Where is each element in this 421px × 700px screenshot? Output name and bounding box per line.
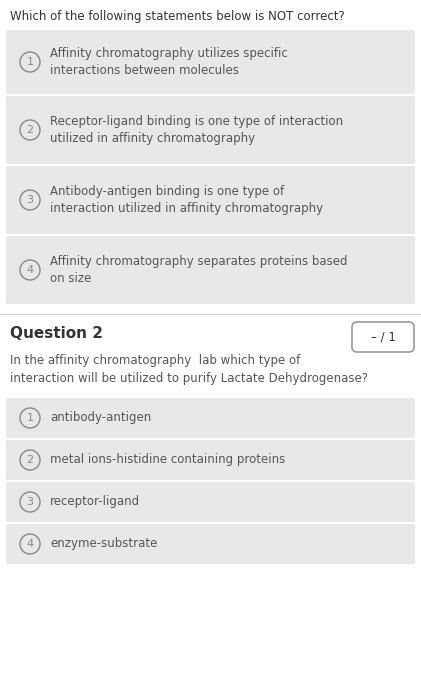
Text: Antibody-antigen binding is one type of
interaction utilized in affinity chromat: Antibody-antigen binding is one type of … — [50, 185, 323, 216]
Text: 4: 4 — [27, 539, 34, 549]
Text: antibody-antigen: antibody-antigen — [50, 412, 151, 424]
Text: enzyme-substrate: enzyme-substrate — [50, 538, 157, 550]
Text: Receptor-ligand binding is one type of interaction
utilized in affinity chromato: Receptor-ligand binding is one type of i… — [50, 115, 343, 146]
Text: Affinity chromatography separates proteins based
on size: Affinity chromatography separates protei… — [50, 255, 347, 286]
Text: In the affinity chromatography  lab which type of
interaction will be utilized t: In the affinity chromatography lab which… — [10, 354, 368, 385]
Text: Question 2: Question 2 — [10, 326, 103, 341]
Text: receptor-ligand: receptor-ligand — [50, 496, 140, 508]
Text: 3: 3 — [27, 195, 34, 205]
FancyBboxPatch shape — [6, 236, 415, 304]
FancyBboxPatch shape — [6, 398, 415, 438]
Text: 1: 1 — [27, 57, 34, 67]
Text: Which of the following statements below is NOT correct?: Which of the following statements below … — [10, 10, 345, 23]
FancyBboxPatch shape — [6, 30, 415, 94]
Text: 2: 2 — [27, 455, 34, 465]
Text: 4: 4 — [27, 265, 34, 275]
Text: metal ions-histidine containing proteins: metal ions-histidine containing proteins — [50, 454, 285, 466]
FancyBboxPatch shape — [352, 322, 414, 352]
FancyBboxPatch shape — [6, 482, 415, 522]
Text: 2: 2 — [27, 125, 34, 135]
FancyBboxPatch shape — [6, 440, 415, 480]
FancyBboxPatch shape — [6, 96, 415, 164]
FancyBboxPatch shape — [6, 524, 415, 564]
FancyBboxPatch shape — [6, 166, 415, 234]
Text: 3: 3 — [27, 497, 34, 507]
Text: – / 1: – / 1 — [370, 330, 395, 344]
Text: Affinity chromatography utilizes specific
interactions between molecules: Affinity chromatography utilizes specifi… — [50, 47, 288, 77]
Text: 1: 1 — [27, 413, 34, 423]
